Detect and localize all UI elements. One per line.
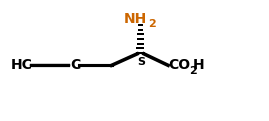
Text: HC: HC bbox=[10, 58, 33, 72]
Text: S: S bbox=[137, 57, 145, 67]
Text: 2: 2 bbox=[189, 66, 197, 76]
Text: NH: NH bbox=[124, 12, 147, 26]
Text: C: C bbox=[70, 58, 80, 72]
Text: CO: CO bbox=[168, 58, 190, 72]
Text: 2: 2 bbox=[148, 19, 156, 29]
Text: H: H bbox=[193, 58, 205, 72]
